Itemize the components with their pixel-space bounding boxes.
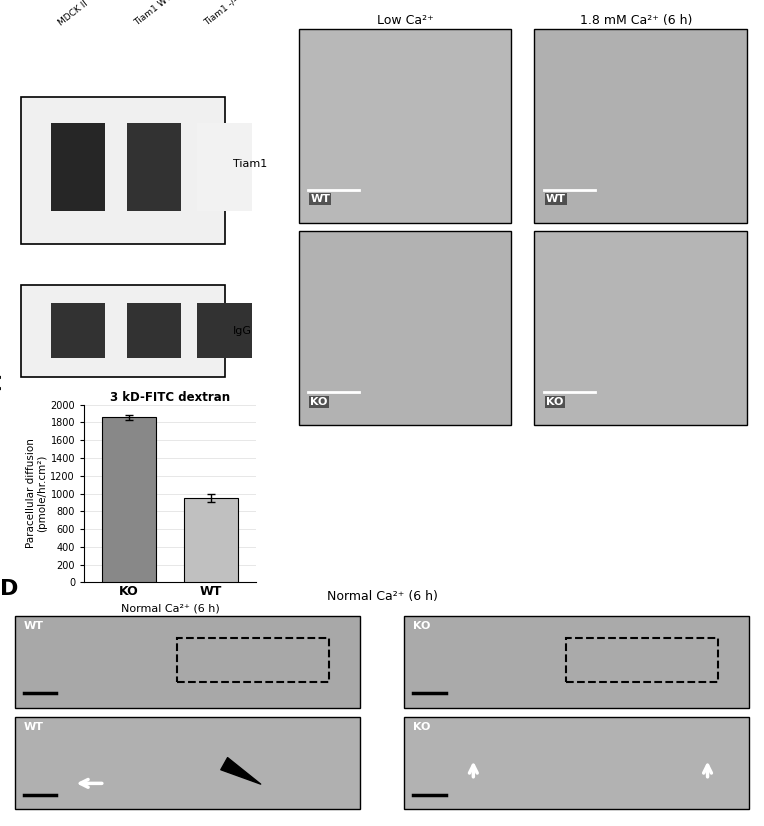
Bar	[299, 29, 511, 223]
Text: MDCK II: MDCK II	[57, 0, 89, 27]
Bar	[51, 123, 105, 211]
Bar	[535, 29, 747, 223]
Bar	[127, 303, 181, 358]
Bar	[51, 303, 105, 358]
Bar	[184, 498, 238, 582]
Bar	[15, 615, 360, 708]
Text: Tiam1 -/-: Tiam1 -/-	[203, 0, 240, 27]
Text: Tiam1: Tiam1	[233, 159, 267, 169]
Bar	[21, 97, 225, 244]
Text: KO: KO	[310, 396, 328, 406]
Bar	[127, 123, 181, 211]
Text: WT: WT	[310, 194, 330, 204]
Text: IgG: IgG	[233, 325, 252, 336]
Y-axis label: Paracellular diffusion
(pmole/hr.cm²): Paracellular diffusion (pmole/hr.cm²)	[26, 439, 47, 548]
X-axis label: Normal Ca²⁺ (6 h): Normal Ca²⁺ (6 h)	[121, 604, 219, 614]
Bar	[404, 615, 749, 708]
Text: WT: WT	[24, 722, 44, 732]
Text: WT: WT	[24, 621, 44, 631]
Bar	[566, 638, 718, 682]
Text: KO: KO	[413, 621, 431, 631]
Text: WT: WT	[546, 194, 566, 204]
Text: Normal Ca²⁺ (6 h): Normal Ca²⁺ (6 h)	[326, 590, 438, 603]
Text: D: D	[0, 579, 18, 599]
Text: Low Ca²⁺: Low Ca²⁺	[377, 14, 433, 26]
Bar	[198, 303, 252, 358]
Text: 1.8 mM Ca²⁺ (6 h): 1.8 mM Ca²⁺ (6 h)	[580, 14, 692, 26]
Bar	[177, 638, 329, 682]
Bar	[299, 231, 511, 425]
Text: Tiam1 WT: Tiam1 WT	[132, 0, 173, 27]
Bar	[198, 123, 252, 211]
Bar	[535, 231, 747, 425]
Text: KO: KO	[546, 396, 563, 406]
Bar	[404, 717, 749, 809]
Title: 3 kD-FITC dextran: 3 kD-FITC dextran	[110, 391, 230, 404]
Bar	[102, 417, 156, 582]
Text: KO: KO	[413, 722, 431, 732]
Text: C: C	[0, 374, 2, 395]
Bar	[21, 285, 225, 377]
Bar	[15, 717, 360, 809]
